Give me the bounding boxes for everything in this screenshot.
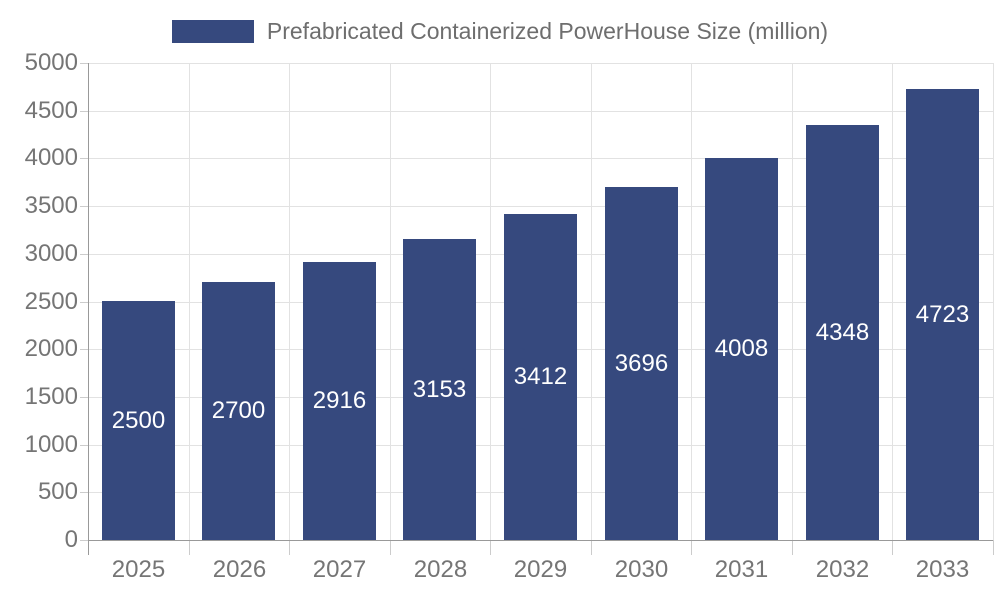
x-tick-label: 2030	[614, 556, 669, 583]
x-gridline	[993, 63, 994, 540]
x-axis-tick	[993, 540, 994, 555]
x-tick-label: 2025	[111, 556, 166, 583]
x-tick-label: 2026	[212, 556, 267, 583]
y-tick-label: 4500	[24, 96, 78, 124]
x-gridline	[591, 63, 592, 540]
y-tick-label: 500	[37, 478, 78, 506]
x-gridline	[892, 63, 893, 540]
y-gridline	[88, 63, 993, 64]
y-axis-tick	[80, 301, 88, 303]
x-axis-tick	[189, 540, 190, 555]
y-axis-tick	[80, 492, 88, 494]
bar-value-label: 3696	[614, 350, 669, 377]
y-axis-tick	[80, 110, 88, 112]
bar	[605, 187, 678, 540]
x-axis-line	[88, 540, 993, 541]
y-axis-tick	[80, 63, 88, 64]
y-axis-tick	[80, 396, 88, 398]
bar-value-label: 2700	[211, 397, 266, 424]
y-tick-label: 0	[64, 526, 78, 553]
x-axis-tick	[390, 540, 391, 555]
x-axis-tick	[792, 540, 793, 555]
y-tick-label: 2000	[24, 335, 78, 363]
x-tick-label: 2031	[714, 556, 769, 583]
bar-value-label: 3153	[412, 376, 467, 403]
x-axis-tick	[892, 540, 893, 555]
bar	[806, 125, 879, 540]
bar	[705, 158, 778, 540]
x-tick-label: 2029	[513, 556, 568, 583]
bar-value-label: 4008	[714, 335, 769, 362]
bar	[403, 239, 476, 540]
y-tick-label: 1000	[24, 430, 78, 458]
y-tick-label: 1500	[24, 382, 78, 410]
y-tick-label: 3000	[24, 239, 78, 267]
y-gridline	[88, 206, 993, 208]
y-axis-tick	[80, 206, 88, 208]
x-tick-label: 2028	[413, 556, 468, 583]
legend-label: Prefabricated Containerized PowerHouse S…	[266, 18, 829, 44]
y-tick-label: 4000	[24, 144, 78, 172]
bar	[102, 301, 175, 540]
y-axis-line	[88, 63, 89, 555]
y-axis-tick	[80, 349, 88, 351]
x-gridline	[691, 63, 692, 540]
x-axis-tick	[691, 540, 692, 555]
x-gridline	[792, 63, 793, 540]
x-gridline	[189, 63, 190, 540]
y-tick-label: 3500	[24, 192, 78, 220]
x-axis-tick	[591, 540, 592, 555]
x-gridline	[490, 63, 491, 540]
x-gridline	[390, 63, 391, 540]
legend-swatch	[171, 20, 254, 43]
bar-value-label: 4723	[915, 301, 970, 328]
bar	[303, 262, 376, 540]
y-gridline	[88, 110, 993, 112]
bar	[504, 214, 577, 540]
y-axis-tick	[80, 444, 88, 446]
x-tick-label: 2033	[915, 556, 970, 583]
y-axis-tick	[80, 540, 88, 541]
y-tick-label: 2500	[24, 287, 78, 315]
x-axis-tick	[490, 540, 491, 555]
bar-value-label: 2916	[312, 387, 367, 414]
bar-value-label: 4348	[815, 319, 870, 346]
x-axis-tick	[289, 540, 290, 555]
chart-legend[interactable]: Prefabricated Containerized PowerHouse S…	[0, 18, 1000, 45]
y-axis-tick	[80, 253, 88, 255]
y-axis-tick	[80, 158, 88, 160]
x-tick-label: 2032	[815, 556, 870, 583]
x-gridline	[289, 63, 290, 540]
bar	[906, 89, 979, 540]
bar-value-label: 2500	[111, 407, 166, 434]
bar-value-label: 3412	[513, 363, 568, 390]
y-tick-label: 5000	[24, 49, 78, 76]
y-gridline	[88, 158, 993, 160]
x-tick-label: 2027	[312, 556, 367, 583]
bar	[202, 282, 275, 540]
